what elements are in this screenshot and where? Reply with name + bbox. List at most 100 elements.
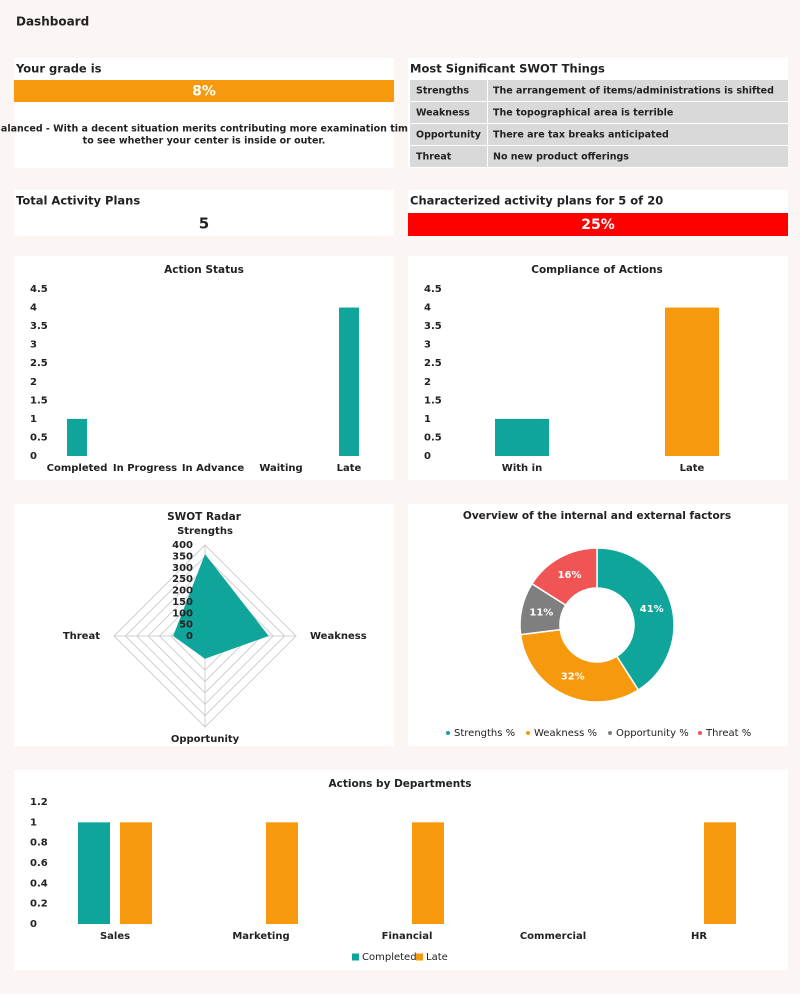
table-text: There are tax breaks anticipated [493,130,669,141]
radar-area [173,554,269,659]
table-text: Weakness [416,108,470,119]
y-tick-label: 1.2 [30,797,48,808]
table-cell [410,102,487,123]
slice-label: 32% [561,672,585,683]
chart-title: Actions by Departments [328,778,471,790]
table-cell [488,102,788,123]
y-tick-label: 1.5 [30,395,48,406]
table-text: Threat [416,152,452,163]
y-tick-label: 3 [424,340,431,351]
legend-swatch [526,731,530,735]
total-value: 5 [199,215,209,233]
y-tick-label: 0 [424,451,431,462]
axis-label: Weakness [310,631,367,642]
chart-panel [408,256,788,480]
legend-label: Late [426,952,448,963]
characterized-value: 25% [581,217,615,233]
table-text: The topographical area is terrible [493,108,673,119]
table-text: No new product offerings [493,152,629,163]
y-tick-label: 3 [30,340,37,351]
y-tick-label: 4.5 [424,284,442,295]
y-tick-label: 0.5 [30,432,48,443]
characterized-title: Characterized activity plans for 5 of 20 [410,194,663,208]
donut-slice [530,547,598,607]
bar [704,822,736,924]
x-tick-label: Waiting [259,463,302,474]
y-tick-label: 4.5 [30,284,48,295]
bar [495,418,549,456]
table-cell [488,124,788,145]
y-tick-label: 1.5 [424,395,442,406]
axis-label: Opportunity [171,734,240,745]
table-text: The arrangement of items/administrations… [493,86,774,97]
legend-swatch [352,953,359,961]
table-cell [410,80,487,101]
chart-title: Action Status [164,264,244,276]
x-tick-label: With in [502,463,542,474]
x-tick-label: Sales [100,931,130,942]
page-title: Dashboard [16,15,89,29]
table-cell [410,124,487,145]
y-tick-label: 0.2 [30,899,48,910]
slice-label: 41% [640,604,664,615]
legend-label: Weakness % [534,728,597,739]
x-tick-label: Late [680,463,705,474]
grade-title: Your grade is [15,62,102,76]
radial-tick-label: 350 [172,551,193,562]
slice-label: 16% [558,570,582,581]
swot-title: Most Significant SWOT Things [410,62,605,76]
total-panel [14,190,394,236]
y-tick-label: 0 [30,451,37,462]
radial-tick-label: 150 [172,597,193,608]
axis-label: Threat [63,631,100,642]
y-tick-label: 2.5 [424,358,442,369]
grade-comment: to see whether your center is inside or … [83,136,326,147]
legend-label: Completed [362,952,417,963]
y-tick-label: 0.4 [30,878,48,889]
y-tick-label: 0.5 [424,432,442,443]
table-cell [488,80,788,101]
y-tick-label: 3.5 [424,321,442,332]
table-text: Opportunity [416,130,482,141]
y-tick-label: 0.8 [30,838,48,849]
slice-label: 11% [529,608,553,619]
radial-tick-label: 300 [172,563,193,574]
legend-swatch [446,731,450,735]
x-tick-label: In Progress [113,463,177,474]
y-tick-label: 4 [30,303,37,314]
y-tick-label: 4 [424,303,431,314]
x-tick-label: Completed [47,463,108,474]
table-cell [488,146,788,167]
x-tick-label: Financial [382,931,433,942]
radial-tick-label: 400 [172,540,193,551]
bar [339,307,359,456]
chart-panel [408,504,788,746]
radial-tick-label: 250 [172,574,193,585]
x-tick-label: Late [337,463,362,474]
x-tick-label: HR [691,931,707,942]
grade-panel [14,58,394,168]
y-tick-label: 3.5 [30,321,48,332]
legend-swatch [698,731,702,735]
y-tick-label: 1 [30,817,37,828]
chart-title: SWOT Radar [167,511,242,523]
x-tick-label: Commercial [520,931,586,942]
y-tick-label: 1 [424,414,431,425]
y-tick-label: 2 [424,377,431,388]
y-tick-label: 0.6 [30,858,48,869]
legend-label: Strengths % [454,728,515,739]
grade-value: 8% [192,84,216,100]
legend-label: Threat % [705,728,751,739]
total-title: Total Activity Plans [16,194,140,208]
bar [67,418,87,456]
bar [120,822,152,924]
radial-tick-label: 200 [172,586,193,597]
bar [266,822,298,924]
x-tick-label: Marketing [232,931,289,942]
bar [412,822,444,924]
y-tick-label: 2 [30,377,37,388]
radial-tick-label: 0 [186,631,193,642]
chart-title: Compliance of Actions [531,264,662,276]
chart-title: Overview of the internal and external fa… [463,510,731,522]
